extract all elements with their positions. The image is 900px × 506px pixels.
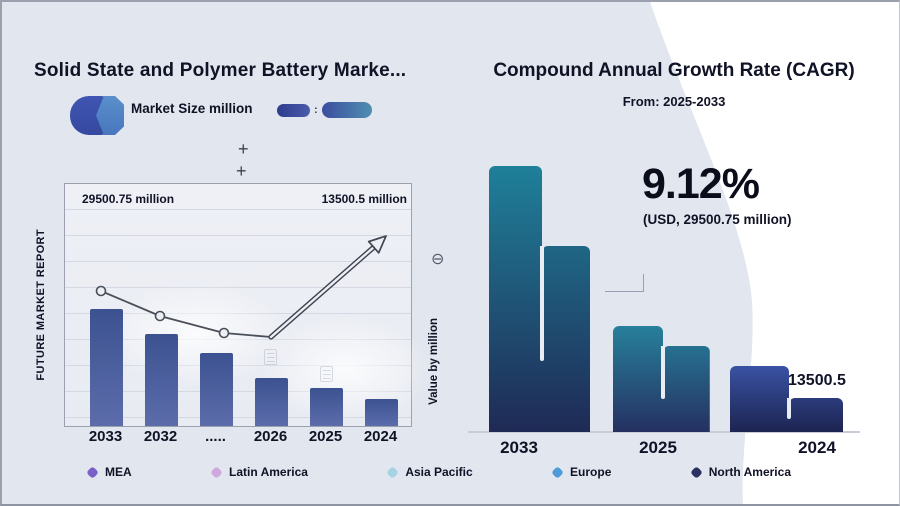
x-label-2033: 2033 — [500, 438, 538, 457]
legend-item-europe: Europe — [551, 465, 612, 479]
left-chart-labels: 2033 2032..... 2026 2025 2024 — [64, 428, 412, 445]
legend-marker-icon — [689, 465, 703, 479]
bar-2024-secondary — [788, 398, 843, 432]
minus-circle-icon: ⊖ — [431, 251, 445, 268]
legend-label: North America — [708, 465, 791, 479]
legend-item-mea: MEA — [86, 465, 132, 479]
bar-notch — [786, 398, 791, 419]
cagr-value: 9.12% — [642, 160, 760, 208]
y-axis-label-text: Value by million — [428, 317, 440, 405]
x-label-2025: 2025 — [308, 428, 343, 445]
document-ghost-icon — [320, 366, 333, 382]
x-label-2025: 2025 — [639, 438, 677, 457]
pill-badge-teal-icon — [321, 102, 372, 118]
x-label-.....: ..... — [205, 428, 226, 445]
right-chart — [468, 152, 860, 433]
legend-label: Asia Pacific — [405, 465, 473, 479]
legend-marker-icon — [386, 465, 400, 479]
left-chart-panel — [64, 183, 435, 427]
x-label-2032: 2032 — [143, 428, 178, 445]
legend-marker-icon — [86, 465, 99, 479]
bar-notch — [661, 346, 666, 399]
bar-2032 — [145, 334, 178, 426]
pill-badges: : — [277, 102, 372, 118]
bar-2033-secondary — [541, 246, 590, 432]
legend: MEA Latin America Asia Pacific Europe North … — [86, 465, 791, 479]
bar-2024-primary — [730, 366, 789, 432]
bar-2025-primary — [613, 326, 664, 432]
left-chart-title: Solid State and Polymer Battery Marke... — [34, 60, 407, 81]
watermark-vertical: FUTURE MARKET REPORT — [35, 183, 47, 427]
annotation-top-left: 29500.75 million — [82, 192, 175, 206]
bar-2024 — [365, 399, 398, 426]
x-label-2024: 2024 — [363, 428, 398, 445]
x-axis-line — [468, 431, 860, 433]
left-chart-bars — [65, 184, 411, 426]
legend-item-north-america: North America — [689, 465, 791, 479]
legend-marker-icon — [210, 465, 223, 479]
legend-label: Latin America — [229, 465, 308, 479]
legend-marker-icon — [551, 465, 564, 479]
legend-item-latin-america: Latin America — [210, 465, 308, 479]
watermark-text: FUTURE MARKET REPORT — [35, 229, 47, 381]
right-chart-title: Compound Annual Growth Rate (CAGR) — [493, 60, 855, 81]
bar-2025 — [310, 388, 343, 426]
database-cylinder-icon — [70, 96, 124, 135]
x-label-2024: 2024 — [798, 438, 836, 457]
document-ghost-icon — [264, 349, 277, 365]
bar-group-2033 — [489, 166, 590, 432]
y-axis-label: Value by million — [428, 295, 440, 427]
x-label-2026: 2026 — [253, 428, 288, 445]
bar-2033 — [90, 309, 123, 426]
bar-2025-secondary — [663, 346, 710, 432]
legend-item-asia-pacific: Asia Pacific — [386, 465, 473, 479]
legend-label: Europe — [570, 465, 612, 479]
x-label-2033: 2033 — [88, 428, 123, 445]
plus-icon: + — [238, 139, 249, 159]
legend-label: MEA — [105, 465, 132, 479]
step-decoration — [605, 274, 644, 292]
bar-group-2025 — [613, 326, 710, 432]
cagr-detail: (USD, 29500.75 million) — [643, 212, 792, 227]
annotation-top-right: 13500.5 million — [321, 192, 407, 206]
bar-notch — [539, 246, 544, 361]
right-chart-subtitle: From: 2025-2033 — [622, 94, 726, 109]
plus-icon: + — [236, 161, 247, 181]
bar-2026 — [255, 378, 288, 426]
bar-..... — [200, 353, 233, 426]
pill-badge-blue-icon — [277, 103, 310, 117]
end-value-label: 13500.5 — [788, 372, 846, 389]
bar-group-2024 — [730, 366, 843, 432]
bar-2033-primary — [489, 166, 542, 432]
pill-separator: : — [314, 104, 318, 116]
market-size-label: Market Size million — [131, 101, 253, 116]
